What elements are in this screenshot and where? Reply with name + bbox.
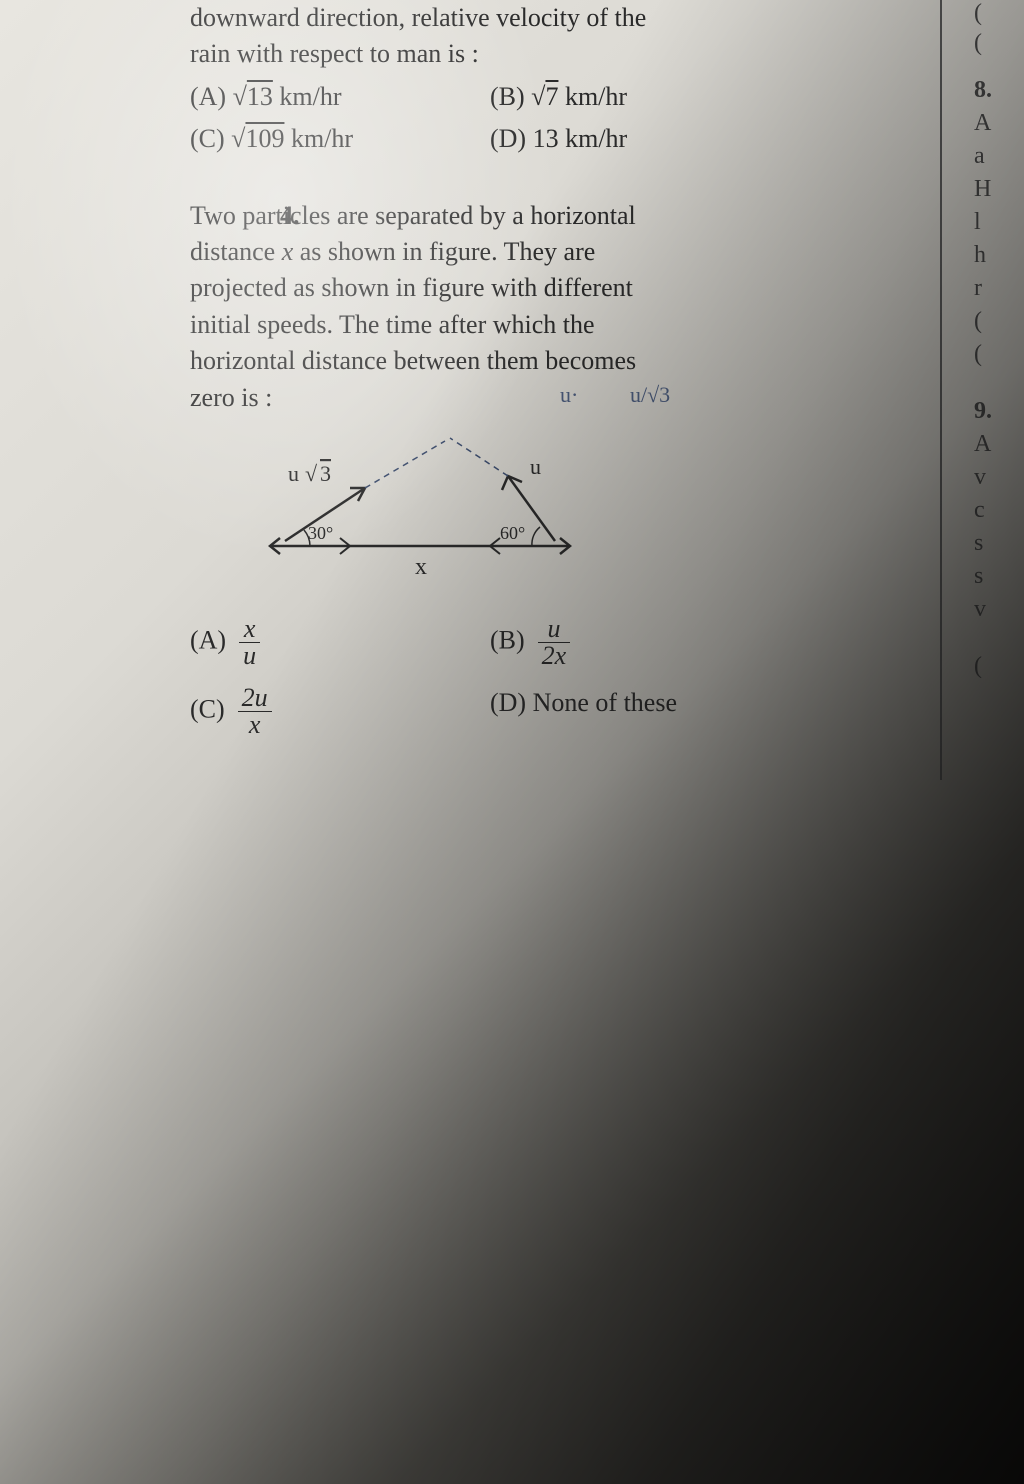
frag: s	[974, 563, 1014, 590]
q4-diagram: u √ 3 u 30° 60° x	[250, 426, 964, 596]
svg-text:√: √	[305, 461, 318, 486]
frag: (	[974, 341, 1014, 368]
frag: A	[974, 110, 1014, 137]
svg-text:u: u	[288, 461, 299, 486]
q4-option-a: (A) x u	[190, 616, 490, 669]
opt-unit: km/hr	[558, 82, 627, 111]
opt-sqrt-val: 13	[247, 82, 273, 111]
q4-options-row1: (A) x u (B) u 2x	[190, 616, 964, 669]
opt-label: (A)	[190, 82, 226, 111]
opt-label: (C)	[190, 695, 225, 724]
q4-option-c: (C) 2u x	[190, 685, 490, 738]
frac-den: x	[238, 712, 272, 738]
q4-options-row2: (C) 2u x (D) None of these	[190, 685, 964, 738]
opt-label: (D)	[490, 688, 526, 717]
frag: v	[974, 464, 1014, 491]
opt-label: (B)	[490, 82, 525, 111]
frag: s	[974, 530, 1014, 557]
svg-text:x: x	[415, 554, 427, 580]
frag: (	[974, 653, 1014, 680]
q4-l5: horizontal distance between them becomes	[190, 346, 636, 375]
frac-den: u	[239, 643, 260, 669]
q4-option-b: (B) u 2x	[490, 616, 790, 669]
frag: r	[974, 275, 1014, 302]
frag: c	[974, 497, 1014, 524]
opt-label: (B)	[490, 626, 525, 655]
opt-sqrt-val: 7	[545, 82, 558, 111]
right-column-fragments: ( ( 8. A a H l h r ( ( 9. A v c s s v (	[974, 0, 1014, 686]
q4-option-d: (D) None of these	[490, 685, 790, 738]
opt-label: (C)	[190, 124, 225, 153]
svg-text:u: u	[530, 454, 541, 479]
frag: H	[974, 176, 1014, 203]
q4-l6: zero is :	[190, 383, 272, 412]
handwriting-1: u·	[560, 380, 578, 411]
q4-l2b: as shown in figure. They are	[293, 237, 595, 266]
frag: v	[974, 596, 1014, 623]
q4-l2a: distance	[190, 237, 282, 266]
q3-options-row2: (C) √109 km/hr (D) 13 km/hr	[190, 121, 964, 157]
frag: h	[974, 242, 1014, 269]
q3-option-d: (D) 13 km/hr	[490, 121, 790, 157]
projectile-diagram-svg: u √ 3 u 30° 60° x	[250, 426, 590, 586]
opt-val: 13 km/hr	[533, 124, 628, 153]
frag: (	[974, 308, 1014, 335]
frag: A	[974, 431, 1014, 458]
opt-text: None of these	[533, 688, 677, 717]
opt-unit: km/hr	[273, 82, 342, 111]
q4-number: 4.	[280, 198, 300, 234]
q4-l3: projected as shown in figure with differ…	[190, 273, 633, 302]
q4-l2-var: x	[282, 237, 294, 266]
handwriting-2: u/√3	[630, 380, 670, 411]
svg-text:60°: 60°	[500, 523, 525, 543]
frac-num: u	[538, 616, 571, 643]
opt-label: (A)	[190, 626, 226, 655]
frac-num: 2u	[238, 685, 272, 712]
opt-sqrt-val: 109	[245, 124, 284, 153]
opt-unit: km/hr	[284, 124, 353, 153]
q3-stem-tail: downward direction, relative velocity of…	[190, 0, 964, 73]
q3-line1: downward direction, relative velocity of…	[190, 3, 646, 32]
q3-option-a: (A) √13 km/hr	[190, 79, 490, 115]
q4-l4: initial speeds. The time after which the	[190, 310, 595, 339]
svg-text:3: 3	[320, 461, 331, 486]
q3-option-c: (C) √109 km/hr	[190, 121, 490, 157]
q3-option-b: (B) √7 km/hr	[490, 79, 790, 115]
q9-number: 9.	[974, 398, 1014, 425]
frag: a	[974, 143, 1014, 170]
q4-l1: Two particles are separated by a horizon…	[190, 201, 636, 230]
q3-line2: rain with respect to man is :	[190, 39, 479, 68]
frac-den: 2x	[538, 643, 571, 669]
q8-number: 8.	[974, 77, 1014, 104]
frac-num: x	[239, 616, 260, 643]
q3-options-row1: (A) √13 km/hr (B) √7 km/hr	[190, 79, 964, 115]
svg-text:30°: 30°	[308, 523, 333, 543]
opt-label: (D)	[490, 124, 526, 153]
frag: l	[974, 209, 1014, 236]
